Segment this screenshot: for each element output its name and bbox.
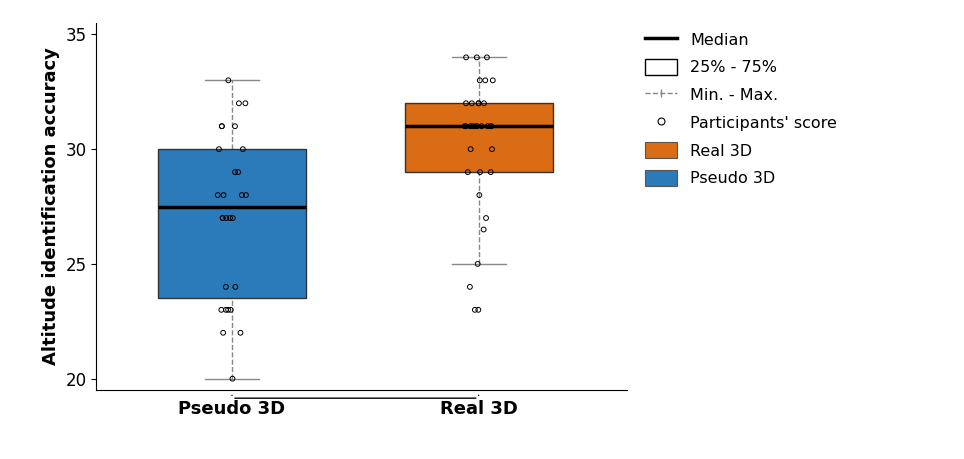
Point: [221, 77, 236, 84]
Point: [221, 306, 236, 313]
Bar: [405, 103, 552, 172]
Point: [471, 100, 487, 107]
Point: [228, 283, 243, 291]
Point: [457, 123, 472, 130]
Point: [462, 283, 477, 291]
Point: [219, 214, 234, 222]
Point: [472, 77, 488, 84]
Point: [471, 191, 487, 199]
Point: [476, 226, 492, 233]
Point: [469, 54, 485, 61]
Bar: [158, 149, 306, 298]
Point: [472, 168, 488, 176]
Point: [469, 123, 485, 130]
Point: [231, 100, 247, 107]
Point: [230, 168, 246, 176]
Point: [477, 77, 493, 84]
Point: [483, 168, 498, 176]
Point: [480, 123, 495, 130]
Point: [463, 146, 478, 153]
Point: [465, 123, 480, 130]
Point: [483, 123, 498, 130]
Point: [468, 123, 483, 130]
Point: [459, 54, 474, 61]
Point: [476, 100, 492, 107]
Point: [463, 123, 478, 130]
Point: [214, 306, 229, 313]
Point: [223, 214, 238, 222]
Point: [471, 100, 487, 107]
Point: [228, 168, 243, 176]
Point: [211, 146, 227, 153]
Point: [458, 100, 473, 107]
Point: [479, 54, 495, 61]
Point: [238, 191, 254, 199]
Point: [210, 191, 226, 199]
Point: [470, 306, 486, 313]
Point: [458, 123, 473, 130]
Point: [218, 306, 233, 313]
Y-axis label: Altitude identification accuracy: Altitude identification accuracy: [42, 48, 60, 365]
Point: [238, 100, 254, 107]
Point: [215, 214, 230, 222]
Point: [225, 375, 240, 382]
Point: [225, 214, 240, 222]
Point: [214, 123, 229, 130]
Legend: Median, 25% - 75%, Min. - Max., Participants' score, Real 3D, Pseudo 3D: Median, 25% - 75%, Min. - Max., Particip…: [645, 31, 837, 186]
Point: [232, 329, 248, 336]
Point: [485, 77, 500, 84]
Point: [470, 260, 486, 268]
Point: [234, 191, 250, 199]
Point: [484, 123, 499, 130]
Point: [468, 306, 483, 313]
Point: [235, 146, 251, 153]
Point: [223, 306, 238, 313]
Point: [464, 100, 479, 107]
Point: [478, 214, 494, 222]
Point: [214, 123, 229, 130]
Point: [474, 123, 490, 130]
Point: [215, 214, 230, 222]
Point: [460, 168, 475, 176]
Point: [218, 283, 233, 291]
Point: [216, 191, 231, 199]
Point: [228, 123, 243, 130]
Point: [484, 146, 499, 153]
Point: [215, 329, 230, 336]
